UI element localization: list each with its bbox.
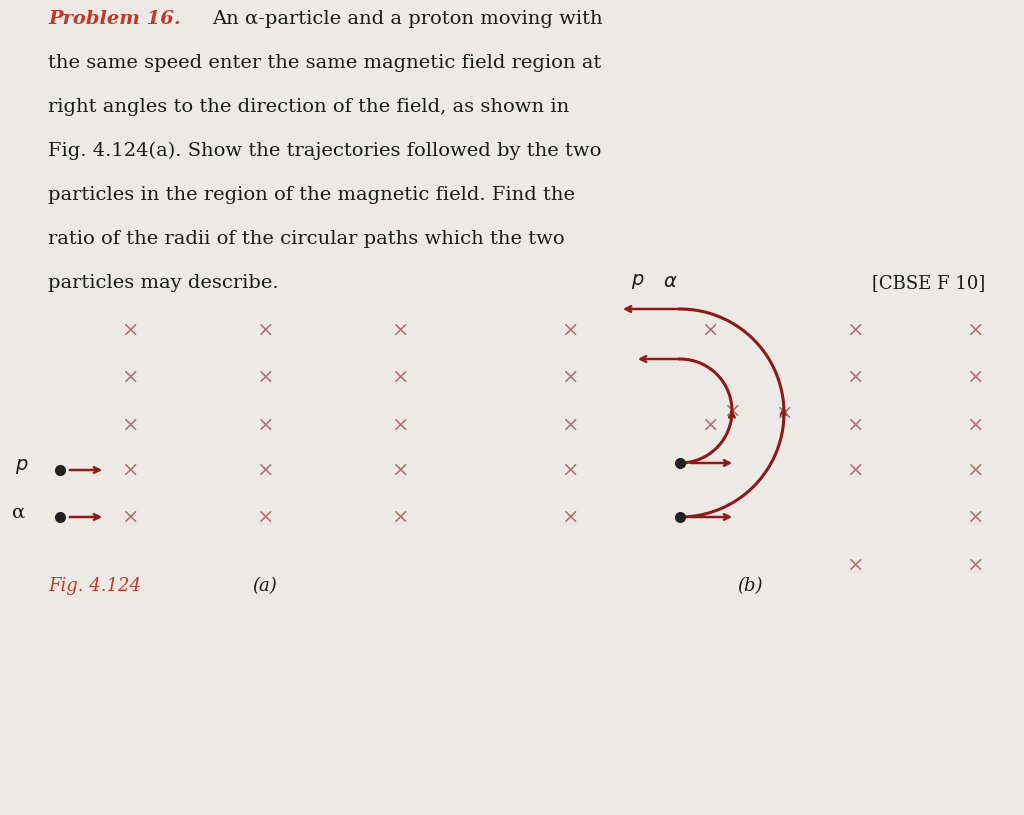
Text: the same speed enter the same magnetic field region at: the same speed enter the same magnetic f… <box>48 54 601 72</box>
Text: $p$: $p$ <box>631 272 645 291</box>
Text: ×: × <box>561 416 579 434</box>
Text: ×: × <box>256 508 273 526</box>
Text: ×: × <box>121 368 138 386</box>
Text: ×: × <box>701 320 719 340</box>
Text: ×: × <box>967 368 984 386</box>
Text: ×: × <box>561 368 579 386</box>
Text: (a): (a) <box>253 577 278 595</box>
Text: ×: × <box>846 556 864 575</box>
Text: ×: × <box>846 320 864 340</box>
Text: ×: × <box>391 416 409 434</box>
Text: ×: × <box>967 416 984 434</box>
Text: ×: × <box>701 416 719 434</box>
Text: ×: × <box>121 416 138 434</box>
Text: Fig. 4.124: Fig. 4.124 <box>48 577 141 595</box>
Text: ×: × <box>775 403 793 422</box>
Text: ×: × <box>121 460 138 479</box>
Text: ×: × <box>391 460 409 479</box>
Text: ×: × <box>256 416 273 434</box>
Text: [CBSE F 10]: [CBSE F 10] <box>871 274 985 292</box>
Text: ×: × <box>391 368 409 386</box>
Text: ×: × <box>561 320 579 340</box>
Text: ×: × <box>391 508 409 526</box>
Text: ×: × <box>391 320 409 340</box>
Text: ×: × <box>967 460 984 479</box>
Text: ×: × <box>121 508 138 526</box>
Text: α: α <box>12 504 26 522</box>
Text: ×: × <box>256 320 273 340</box>
Text: ×: × <box>561 508 579 526</box>
Text: ratio of the radii of the circular paths which the two: ratio of the radii of the circular paths… <box>48 230 564 248</box>
Text: ×: × <box>846 460 864 479</box>
Text: An α-particle and a proton moving with: An α-particle and a proton moving with <box>212 10 603 28</box>
Text: ×: × <box>967 508 984 526</box>
Text: ×: × <box>121 320 138 340</box>
Text: ×: × <box>561 460 579 479</box>
Text: particles in the region of the magnetic field. Find the: particles in the region of the magnetic … <box>48 186 575 204</box>
Text: Problem 16.: Problem 16. <box>48 10 180 28</box>
Text: particles may describe.: particles may describe. <box>48 274 279 292</box>
Text: ×: × <box>846 416 864 434</box>
Text: (b): (b) <box>737 577 763 595</box>
Text: Fig. 4.124(a). Show the trajectories followed by the two: Fig. 4.124(a). Show the trajectories fol… <box>48 142 601 161</box>
Text: ×: × <box>967 556 984 575</box>
Text: ×: × <box>723 402 740 421</box>
Text: ×: × <box>256 460 273 479</box>
Text: $\alpha$: $\alpha$ <box>663 273 677 291</box>
Text: $p$: $p$ <box>15 456 29 475</box>
Text: ×: × <box>256 368 273 386</box>
Text: right angles to the direction of the field, as shown in: right angles to the direction of the fie… <box>48 98 569 116</box>
Text: ×: × <box>967 320 984 340</box>
Text: ×: × <box>846 368 864 386</box>
